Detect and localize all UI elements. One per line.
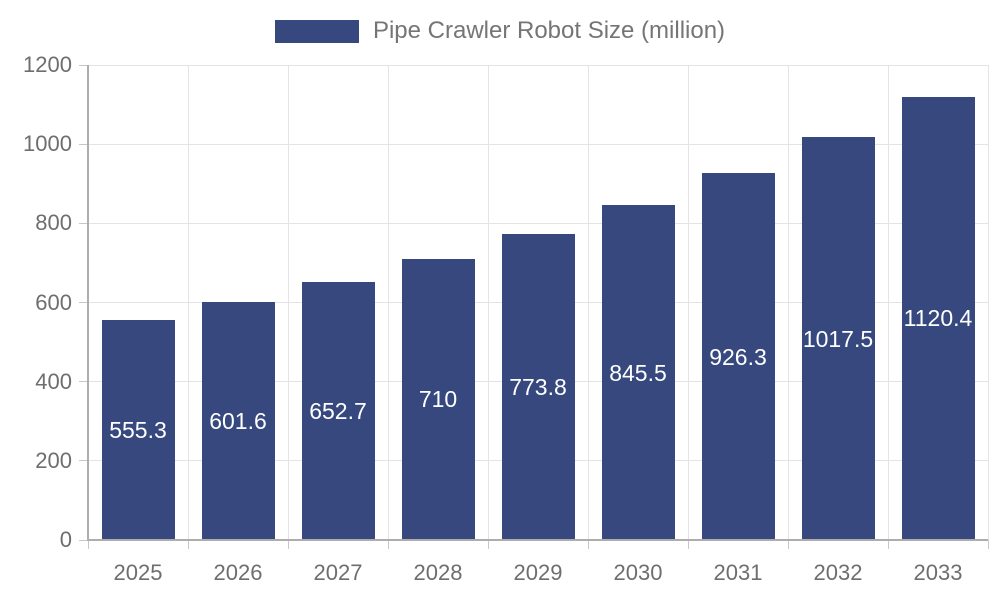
- x-axis-label: 2029: [513, 560, 563, 585]
- y-axis-tick: [79, 143, 88, 145]
- y-axis-label: 1200: [23, 52, 72, 77]
- legend-swatch: [274, 19, 359, 43]
- y-axis-label: 1000: [23, 131, 72, 157]
- x-gridline: [587, 65, 589, 540]
- x-axis-label: 2028: [413, 560, 463, 585]
- x-axis-tick: [87, 540, 89, 549]
- x-axis-tick: [787, 540, 789, 549]
- bar-2028[interactable]: [401, 258, 475, 540]
- x-gridline: [487, 65, 489, 540]
- x-gridline: [687, 65, 689, 540]
- x-gridline: [887, 65, 889, 540]
- legend-label: Pipe Crawler Robot Size (million): [372, 17, 726, 44]
- bar-2026[interactable]: [201, 301, 275, 540]
- x-axis-line: [88, 539, 988, 541]
- y-gridline: [88, 64, 988, 66]
- y-axis-label: 0: [59, 527, 72, 552]
- x-axis-tick: [987, 540, 989, 549]
- x-axis-tick: [387, 540, 389, 549]
- y-axis-tick: [79, 222, 88, 224]
- x-axis-tick: [187, 540, 189, 549]
- bar-2033[interactable]: [901, 96, 975, 540]
- y-axis-tick: [79, 302, 88, 303]
- y-axis-label: 400: [35, 368, 72, 394]
- x-gridline: [987, 65, 989, 540]
- y-axis-tick: [79, 381, 88, 383]
- x-axis-tick: [887, 540, 889, 549]
- x-axis-label: 2027: [313, 560, 363, 585]
- y-axis-tick: [79, 539, 88, 541]
- x-axis-label: 2025: [113, 560, 163, 585]
- x-gridline: [187, 65, 189, 540]
- x-axis-tick: [587, 540, 589, 549]
- x-axis-label: 2026: [213, 560, 263, 585]
- y-axis-label: 200: [35, 447, 72, 473]
- y-gridline: [88, 143, 988, 145]
- bar-2030[interactable]: [601, 205, 675, 540]
- y-axis-line: [87, 65, 89, 541]
- y-axis-label: 600: [35, 289, 72, 315]
- x-gridline: [787, 65, 789, 540]
- x-axis-tick: [687, 540, 689, 549]
- x-axis-tick: [287, 540, 289, 549]
- y-axis-tick: [79, 64, 88, 66]
- bar-2032[interactable]: [801, 137, 875, 540]
- x-gridline: [287, 65, 289, 540]
- legend-item[interactable]: Pipe Crawler Robot Size (million): [0, 17, 1000, 45]
- x-axis-label: 2031: [713, 560, 763, 585]
- x-axis-label: 2030: [613, 560, 663, 585]
- x-gridline: [387, 65, 389, 540]
- x-axis-label: 2032: [813, 560, 863, 585]
- bar-2029[interactable]: [501, 233, 575, 540]
- y-axis-label: 800: [35, 210, 72, 236]
- bar-2031[interactable]: [701, 173, 775, 540]
- bar-2025[interactable]: [101, 320, 175, 540]
- y-gridline: [88, 222, 988, 224]
- x-axis-label: 2033: [913, 560, 963, 585]
- y-axis-tick: [79, 460, 88, 462]
- x-axis-tick: [487, 540, 489, 549]
- bar-2027[interactable]: [301, 281, 375, 540]
